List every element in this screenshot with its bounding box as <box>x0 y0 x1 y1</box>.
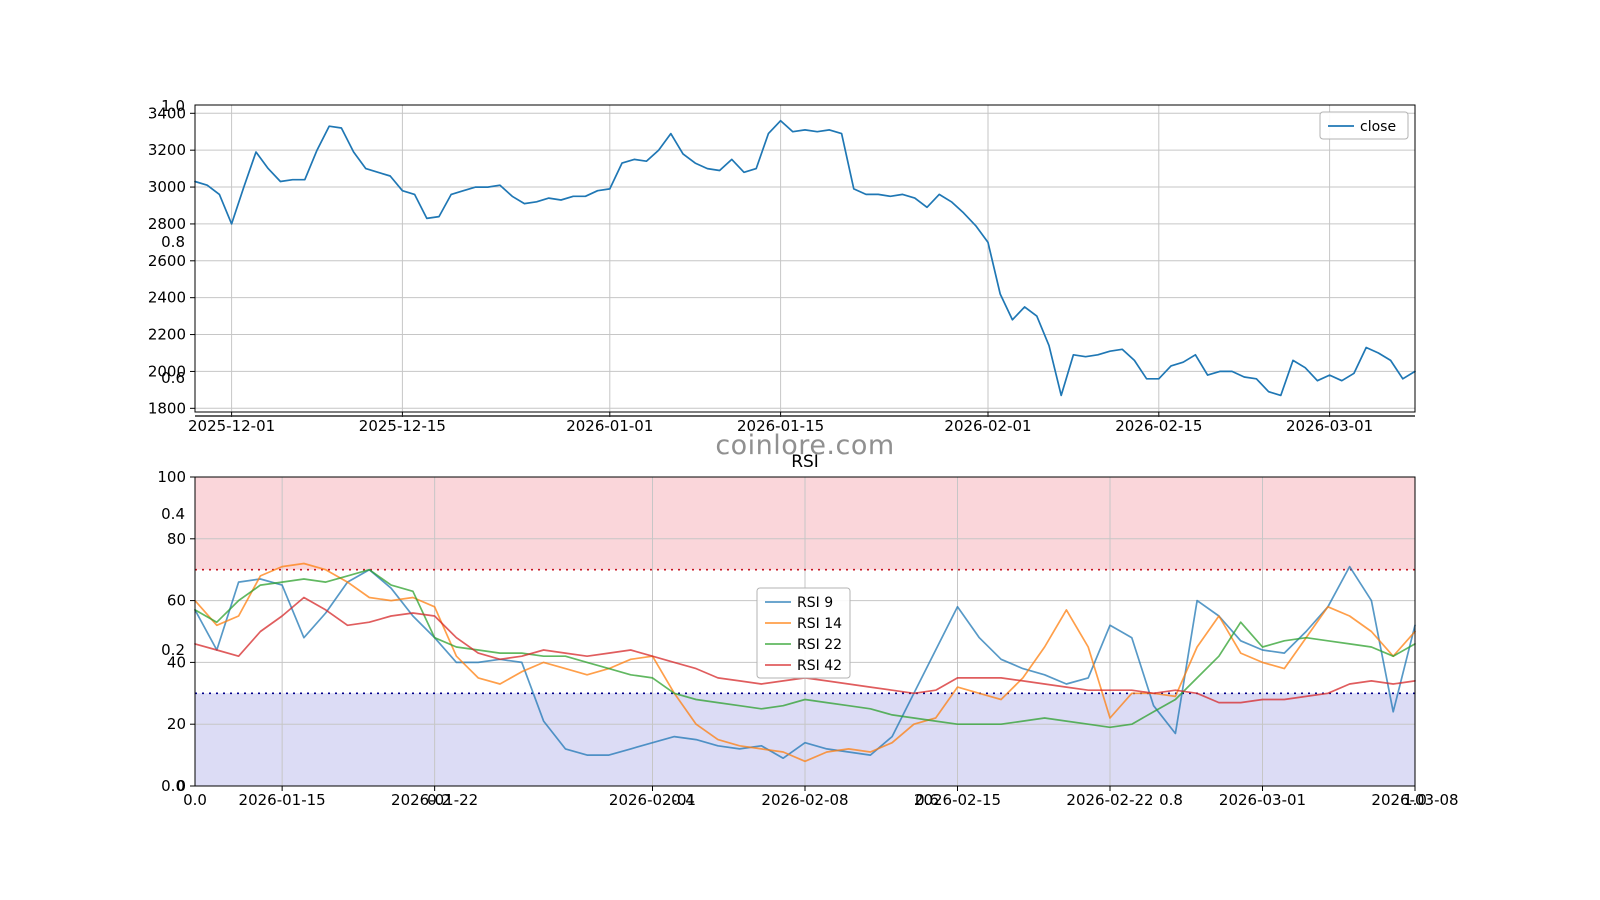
rsi-legend-box <box>756 587 851 679</box>
overlay-y-tick-label: 0.2 <box>161 641 185 659</box>
x-tick-label: 2026-03-01 <box>1286 417 1373 435</box>
x-tick-label: 2026-01-15 <box>239 791 326 809</box>
y-tick-label: 60 <box>167 592 186 610</box>
x-tick-label: 2025-12-15 <box>359 417 446 435</box>
legend-label-rsi-22: RSI 22 <box>797 637 842 653</box>
overlay-x-tick-label: 1.0 <box>1403 791 1427 809</box>
y-tick-label: 2600 <box>148 252 186 270</box>
y-tick-label: 1800 <box>148 399 186 417</box>
axes-border <box>194 104 1416 413</box>
y-tick-label: 2400 <box>148 289 186 307</box>
overlay-y-tick-label: 0.4 <box>161 505 185 523</box>
legend-label-rsi-9: RSI 9 <box>797 595 833 611</box>
legend-label-rsi-42: RSI 42 <box>797 658 842 674</box>
y-tick-label: 100 <box>157 468 186 486</box>
y-tick-label: 80 <box>167 530 186 548</box>
watermark-text: coinlore.com <box>715 430 895 461</box>
overlay-x-tick-label: 0.6 <box>915 791 939 809</box>
overlay-y-tick-label: 1.0 <box>161 97 185 115</box>
x-tick-label: 2025-12-01 <box>188 417 275 435</box>
x-tick-label: 2026-01-01 <box>566 417 653 435</box>
series-line-close <box>194 119 1416 397</box>
overlay-x-tick-label: 0.4 <box>671 791 695 809</box>
price-legend-box <box>1319 111 1409 140</box>
series-line-rsi-22 <box>194 568 1416 729</box>
y-tick-label: 20 <box>167 715 186 733</box>
overlay-x-tick-label: 0.0 <box>183 791 207 809</box>
x-tick-label: 2026-01-15 <box>737 417 824 435</box>
x-tick-label: 2026-02-01 <box>944 417 1031 435</box>
panel-rsi: 0 20 40 60 80 100 2026-01-15 2026-01-22 2026-02-… <box>157 468 1458 809</box>
x-tick-label: 2026-02-15 <box>914 791 1001 809</box>
x-tick-label: 2026-02-08 <box>761 791 848 809</box>
series-line-rsi-14 <box>194 562 1416 763</box>
x-tick-label: 2026-02-15 <box>1115 417 1202 435</box>
panel-price: 1800 2000 2200 2400 2600 2800 3000 3200 3400 2025… <box>148 104 1416 435</box>
y-tick-label: 2200 <box>148 326 186 344</box>
y-tick-label: 2000 <box>148 362 186 380</box>
y-tick-label: 40 <box>167 653 186 671</box>
x-tick-label: 2026-02-01 <box>609 791 696 809</box>
price-legend: close <box>1319 111 1409 140</box>
legend-label-rsi-14: RSI 14 <box>797 616 842 632</box>
y-tick-label: 3400 <box>148 104 186 122</box>
overlay-x-tick-label: 0.2 <box>427 791 451 809</box>
y-tick-label: 2800 <box>148 215 186 233</box>
rsi-chart-title: RSI <box>791 452 819 472</box>
y-tick-label: 3200 <box>148 141 186 159</box>
x-tick-label: 2026-01-22 <box>391 791 478 809</box>
overlay-x-tick-label: 0.8 <box>1159 791 1183 809</box>
overlay-y-tick-label: 0.6 <box>161 369 185 387</box>
overlay-y-tick-label: 0.8 <box>161 233 185 251</box>
series-line-rsi-9 <box>194 565 1416 760</box>
x-tick-label: 2026-03-01 <box>1219 791 1306 809</box>
x-tick-label: 2026-03-08 <box>1371 791 1458 809</box>
overlay-y-tick-label: 0.0 <box>161 777 185 795</box>
legend-label-close: close <box>1360 119 1396 135</box>
rsi-legend: RSI 9 RSI 14 RSI 22 RSI 42 <box>756 587 851 679</box>
x-tick-label: 2026-02-22 <box>1066 791 1153 809</box>
y-tick-label: 0 <box>176 777 186 795</box>
y-tick-label: 3000 <box>148 178 186 196</box>
